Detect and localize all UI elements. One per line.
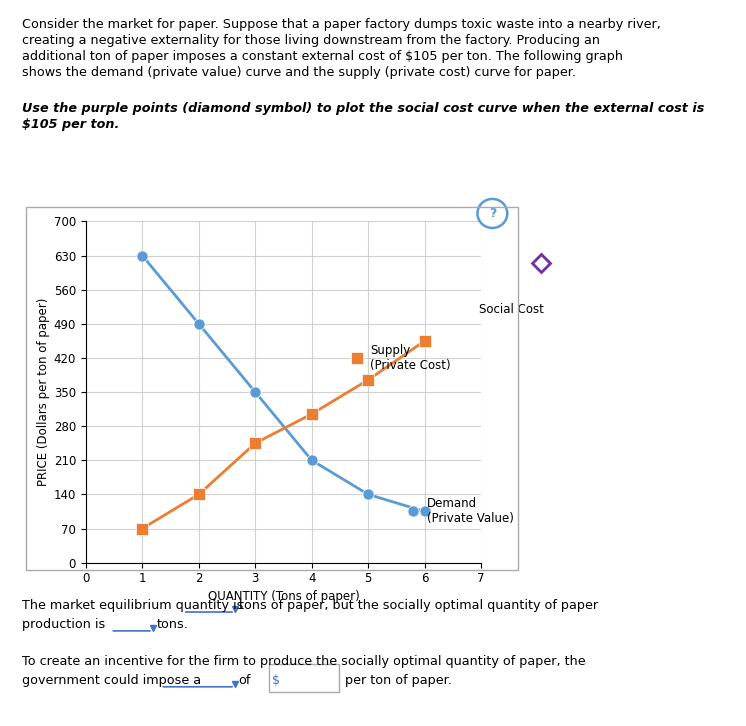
Text: creating a negative externality for those living downstream from the factory. Pr: creating a negative externality for thos… — [22, 34, 601, 47]
Y-axis label: PRICE (Dollars per ton of paper): PRICE (Dollars per ton of paper) — [37, 298, 49, 486]
X-axis label: QUANTITY (Tons of paper): QUANTITY (Tons of paper) — [207, 590, 360, 603]
Text: per ton of paper.: per ton of paper. — [345, 674, 452, 687]
Text: additional ton of paper imposes a constant external cost of $105 per ton. The fo: additional ton of paper imposes a consta… — [22, 50, 624, 63]
Text: government could impose a: government could impose a — [22, 674, 201, 687]
Text: Use the purple points (diamond symbol) to plot the social cost curve when the ex: Use the purple points (diamond symbol) t… — [22, 102, 705, 115]
Text: production is: production is — [22, 618, 106, 631]
Text: Supply
(Private Cost): Supply (Private Cost) — [370, 344, 451, 372]
Text: Consider the market for paper. Suppose that a paper factory dumps toxic waste in: Consider the market for paper. Suppose t… — [22, 18, 661, 31]
Text: shows the demand (private value) curve and the supply (private cost) curve for p: shows the demand (private value) curve a… — [22, 66, 577, 79]
Text: $105 per ton.: $105 per ton. — [22, 118, 120, 131]
Text: of: of — [239, 674, 251, 687]
Text: $: $ — [272, 674, 280, 687]
Text: To create an incentive for the firm to produce the socially optimal quantity of : To create an incentive for the firm to p… — [22, 655, 586, 668]
Text: tons.: tons. — [157, 618, 189, 631]
Text: tons of paper, but the socially optimal quantity of paper: tons of paper, but the socially optimal … — [239, 599, 598, 612]
Text: ?: ? — [489, 207, 496, 220]
Text: Social Cost: Social Cost — [479, 303, 543, 316]
Text: Demand
(Private Value): Demand (Private Value) — [427, 497, 514, 526]
Text: The market equilibrium quantity is: The market equilibrium quantity is — [22, 599, 244, 612]
